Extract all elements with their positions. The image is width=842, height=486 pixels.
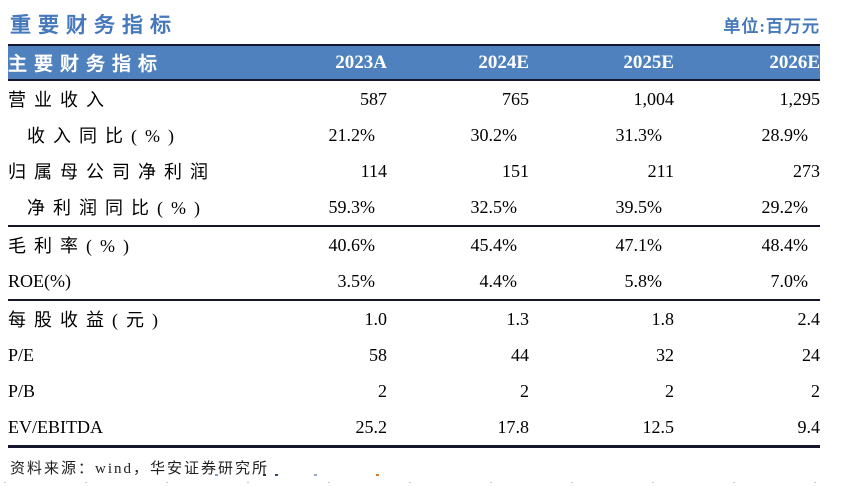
metric-value: 45.4% bbox=[470, 234, 518, 255]
metric-value: 114 bbox=[360, 160, 387, 181]
metric-value: 21.2% bbox=[328, 124, 376, 145]
metric-value: 3.5% bbox=[242, 263, 387, 302]
title-row: 重要财务指标 单位:百万元 bbox=[10, 13, 820, 38]
page-title: 重要财务指标 bbox=[10, 13, 178, 37]
metric-value: 32.5% bbox=[387, 189, 529, 228]
page-artifact-speck bbox=[263, 474, 266, 476]
source-note: 资料来源：wind，华安证券研究所 bbox=[10, 461, 270, 478]
metric-label: 净利润同比(%) bbox=[8, 189, 242, 228]
metric-value: 4.4% bbox=[387, 263, 529, 302]
metric-value: 2.4 bbox=[797, 308, 821, 329]
metric-label: 营业收入 bbox=[8, 90, 112, 111]
page-artifact-speck bbox=[275, 474, 278, 476]
table-header-row: 主要财务指标 2023A 2024E 2025E 2026E bbox=[8, 44, 820, 82]
metric-value: 24 bbox=[802, 344, 820, 365]
metric-value: 39.5% bbox=[529, 189, 674, 228]
metric-value: 765 bbox=[502, 88, 529, 109]
metric-value: 1.3 bbox=[506, 308, 530, 329]
page-artifact-speck bbox=[314, 474, 317, 476]
metric-value: 2 bbox=[520, 380, 529, 401]
metric-label: 归属母公司净利润 bbox=[8, 162, 216, 183]
financial-indicators-table: 主要财务指标 2023A 2024E 2025E 2026E 营业收入 587 … bbox=[8, 44, 820, 449]
page-bottom-dotted-line bbox=[4, 482, 838, 483]
metric-value: 28.9% bbox=[761, 124, 809, 145]
metric-value: 5.8% bbox=[529, 263, 674, 302]
column-header-2025e: 2025E bbox=[529, 44, 674, 82]
metric-value: 2 bbox=[665, 380, 674, 401]
metric-label: P/B bbox=[8, 380, 36, 401]
metric-value: 2 bbox=[811, 380, 820, 401]
metric-value: 17.8 bbox=[387, 409, 529, 449]
metric-label: 毛利率(%) bbox=[8, 236, 137, 257]
metric-value: 2 bbox=[378, 380, 387, 401]
metric-value: 211 bbox=[647, 160, 674, 181]
metric-value: 32 bbox=[656, 344, 674, 365]
metric-value: 59.3% bbox=[242, 189, 387, 228]
table-row-eps: 每股收益(元) 1.0 1.3 1.8 2.4 bbox=[8, 300, 820, 337]
table-row-net-profit: 归属母公司净利润 114 151 211 273 bbox=[8, 153, 820, 189]
unit-label: 单位:百万元 bbox=[723, 16, 820, 36]
metric-label: 收入同比(%) bbox=[27, 126, 182, 147]
metric-value: 1,295 bbox=[779, 88, 821, 109]
table-row-revenue: 营业收入 587 765 1,004 1,295 bbox=[8, 80, 820, 117]
metric-value: 58 bbox=[369, 344, 387, 365]
metric-value: 7.0% bbox=[674, 263, 820, 302]
page-artifact-speck bbox=[215, 474, 218, 476]
metric-label: P/E bbox=[8, 344, 35, 365]
metric-label: 每股收益(元) bbox=[8, 310, 166, 331]
table-row-pe: P/E 58 44 32 24 bbox=[8, 337, 820, 373]
column-header-metric: 主要财务指标 bbox=[8, 44, 242, 82]
table-row-roe: ROE(%) 3.5% 4.4% 5.8% 7.0% bbox=[8, 263, 820, 302]
metric-value: 31.3% bbox=[615, 124, 663, 145]
metric-value: 273 bbox=[793, 160, 820, 181]
metric-value: 48.4% bbox=[761, 234, 809, 255]
table-row-revenue-yoy: 收入同比(%) 21.2% 30.2% 31.3% 28.9% bbox=[8, 117, 820, 153]
column-header-2024e: 2024E bbox=[387, 44, 529, 82]
metric-value: 12.5 bbox=[529, 409, 674, 449]
table-row-gross-margin: 毛利率(%) 40.6% 45.4% 47.1% 48.4% bbox=[8, 226, 820, 263]
metric-value: 25.2 bbox=[242, 409, 387, 449]
metric-value: 1.0 bbox=[364, 308, 388, 329]
metric-value: 1,004 bbox=[633, 88, 675, 109]
metric-label: EV/EBITDA bbox=[8, 409, 242, 449]
metric-value: 9.4 bbox=[674, 409, 820, 449]
table-row-ev-ebitda: EV/EBITDA 25.2 17.8 12.5 9.4 bbox=[8, 409, 820, 449]
page-artifact-speck bbox=[376, 474, 379, 476]
metric-value: 47.1% bbox=[615, 234, 663, 255]
metric-value: 30.2% bbox=[470, 124, 518, 145]
metric-value: 29.2% bbox=[674, 189, 820, 228]
table-row-pb: P/B 2 2 2 2 bbox=[8, 373, 820, 409]
metric-label: ROE(%) bbox=[8, 263, 242, 302]
column-header-2023a: 2023A bbox=[242, 44, 387, 82]
table-row-net-profit-yoy: 净利润同比(%) 59.3% 32.5% 39.5% 29.2% bbox=[8, 189, 820, 228]
metric-value: 1.8 bbox=[651, 308, 675, 329]
metric-value: 587 bbox=[360, 88, 387, 109]
metric-value: 40.6% bbox=[328, 234, 376, 255]
column-header-2026e: 2026E bbox=[674, 44, 820, 82]
metric-value: 151 bbox=[502, 160, 529, 181]
metric-value: 44 bbox=[511, 344, 529, 365]
